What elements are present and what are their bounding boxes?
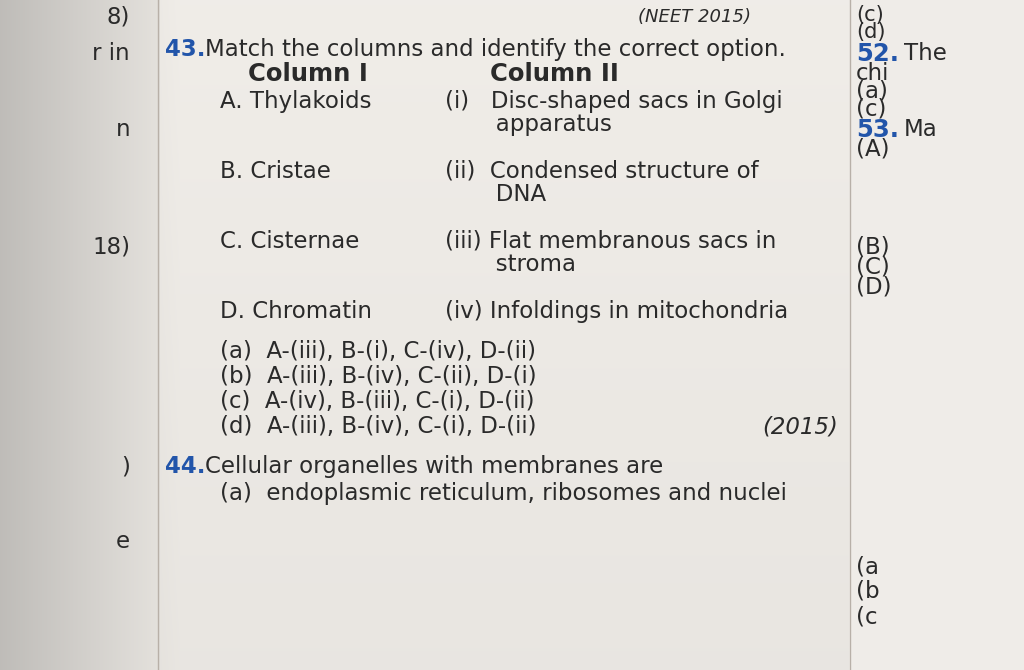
Text: 18): 18) [92,235,130,258]
Text: Column I: Column I [248,62,368,86]
Text: B. Cristae: B. Cristae [220,160,331,183]
Text: chi: chi [856,62,890,85]
Text: (c)  A-(iv), B-(iii), C-(i), D-(ii): (c) A-(iv), B-(iii), C-(i), D-(ii) [220,390,535,413]
Text: Column II: Column II [490,62,618,86]
Text: n: n [116,118,130,141]
Text: stroma: stroma [445,253,575,276]
Text: 44.: 44. [165,455,206,478]
Text: (D): (D) [856,275,892,298]
Text: (2015): (2015) [762,415,838,438]
Text: (d): (d) [856,22,886,42]
Text: 43.: 43. [165,38,206,61]
Text: (B): (B) [856,235,890,258]
Text: (a: (a [856,555,879,578]
Text: D. Chromatin: D. Chromatin [220,300,372,323]
Text: Cellular organelles with membranes are: Cellular organelles with membranes are [205,455,664,478]
Text: e: e [116,530,130,553]
Text: A. Thylakoids: A. Thylakoids [220,90,372,113]
Text: (iv) Infoldings in mitochondria: (iv) Infoldings in mitochondria [445,300,788,323]
Text: (NEET 2015): (NEET 2015) [639,8,752,26]
Text: (c): (c) [856,5,884,25]
Text: r in: r in [92,42,130,65]
Text: apparatus: apparatus [445,113,612,136]
Text: (c): (c) [856,98,887,121]
Text: (d)  A-(iii), B-(iv), C-(i), D-(ii): (d) A-(iii), B-(iv), C-(i), D-(ii) [220,415,537,438]
Text: (a)  A-(iii), B-(i), C-(iv), D-(ii): (a) A-(iii), B-(i), C-(iv), D-(ii) [220,340,536,363]
Text: (c: (c [856,605,878,628]
Text: Ma: Ma [904,118,938,141]
Text: (A): (A) [856,138,890,161]
Text: 52.: 52. [856,42,899,66]
Text: (iii) Flat membranous sacs in: (iii) Flat membranous sacs in [445,230,776,253]
Text: (b: (b [856,580,880,603]
Text: (C): (C) [856,255,890,278]
Text: ): ) [121,455,130,478]
Text: (a)  endoplasmic reticulum, ribosomes and nuclei: (a) endoplasmic reticulum, ribosomes and… [220,482,786,505]
Text: DNA: DNA [445,183,546,206]
Text: 8): 8) [106,5,130,28]
Text: (b)  A-(iii), B-(iv), C-(ii), D-(i): (b) A-(iii), B-(iv), C-(ii), D-(i) [220,365,537,388]
Text: (ii)  Condensed structure of: (ii) Condensed structure of [445,160,759,183]
Text: 53.: 53. [856,118,899,142]
Text: (a): (a) [856,80,888,103]
Text: Match the columns and identify the correct option.: Match the columns and identify the corre… [205,38,785,61]
Text: C. Cisternae: C. Cisternae [220,230,359,253]
Text: (i)   Disc-shaped sacs in Golgi: (i) Disc-shaped sacs in Golgi [445,90,782,113]
Text: The: The [904,42,947,65]
